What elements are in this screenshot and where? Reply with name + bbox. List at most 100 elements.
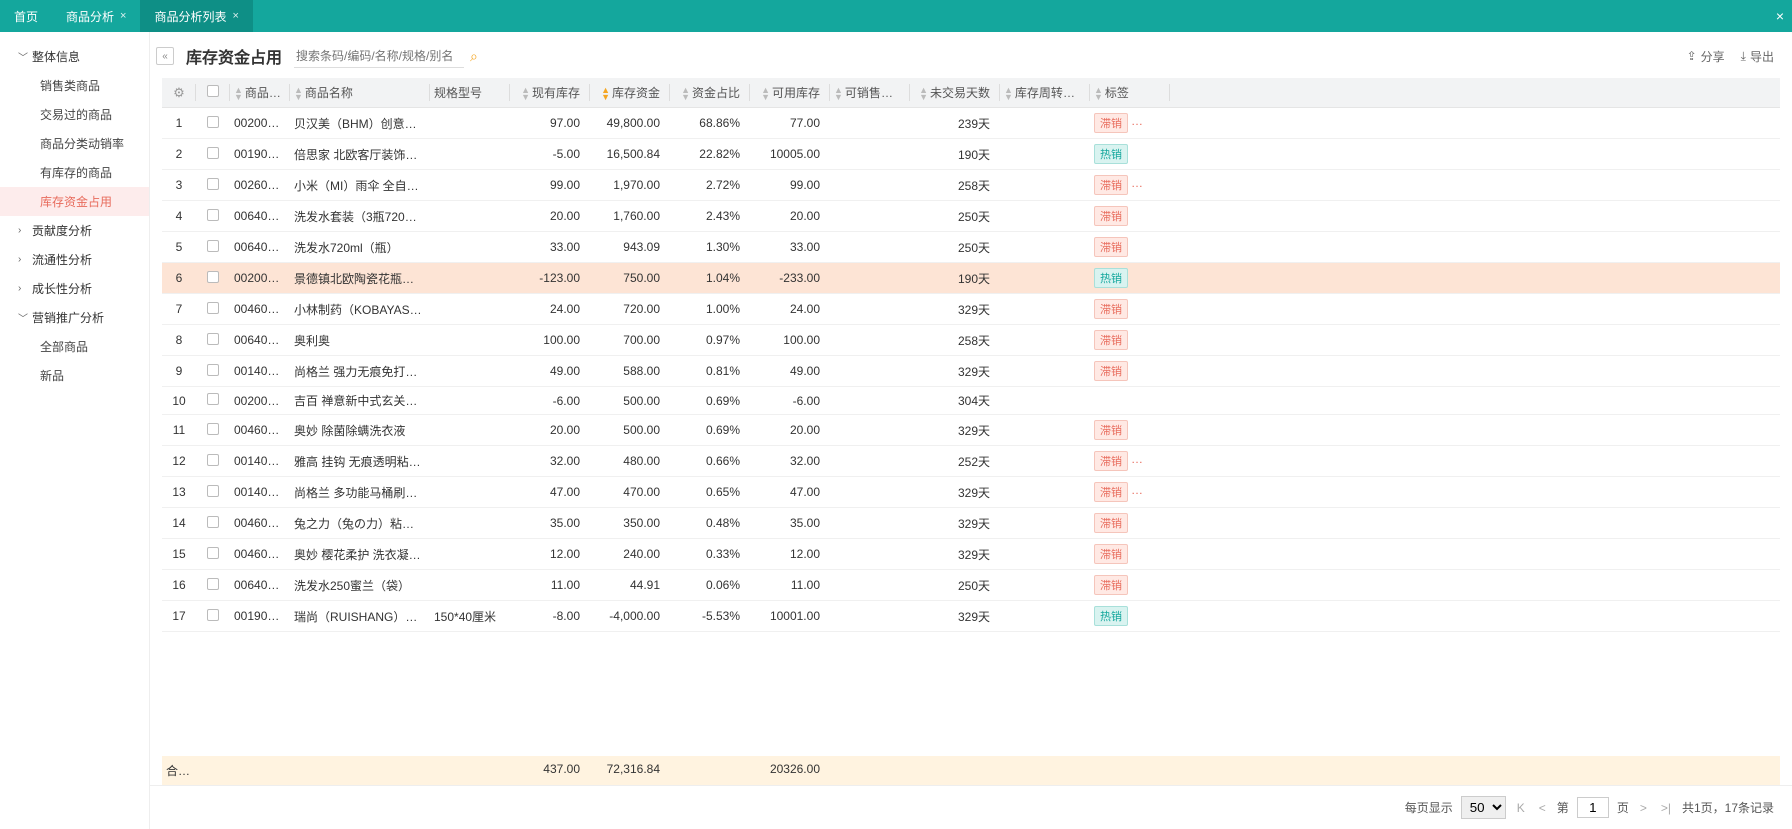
row-checkbox[interactable]	[207, 333, 219, 345]
page-input[interactable]	[1577, 797, 1609, 818]
top-tab[interactable]: 商品分析列表×	[140, 0, 252, 32]
cell-chk	[196, 539, 230, 570]
table-row[interactable]: 16006400…洗发水250蜜兰（袋）11.0044.910.06%11.00…	[162, 570, 1780, 601]
row-checkbox[interactable]	[207, 178, 219, 190]
table-row[interactable]: 4006400…洗发水套装（3瓶720ml+1…20.001,760.002.4…	[162, 201, 1780, 232]
cell-tags: 滞销热销	[1090, 446, 1170, 477]
total-cell-pct	[670, 762, 750, 779]
page-last[interactable]: >|	[1658, 801, 1674, 815]
row-checkbox[interactable]	[207, 393, 219, 405]
page-next[interactable]: >	[1637, 801, 1650, 815]
gear-icon[interactable]: ⚙	[173, 85, 185, 100]
cell-spec	[430, 201, 510, 232]
column-header-funds[interactable]: ▲▼库存资金	[590, 78, 670, 108]
cell-chk	[196, 325, 230, 356]
row-checkbox[interactable]	[207, 609, 219, 621]
table-row[interactable]: 11004600…奥妙 除菌除螨洗衣液20.00500.000.69%20.00…	[162, 415, 1780, 446]
column-header-stock[interactable]: ▲▼现有库存	[510, 78, 590, 108]
table-row[interactable]: 13001400…尚格兰 多功能马桶刷套装 马47.00470.000.65%4…	[162, 477, 1780, 508]
sidebar-item[interactable]: 销售类商品	[0, 71, 149, 100]
page-prev[interactable]: <	[1536, 801, 1549, 815]
row-checkbox[interactable]	[207, 454, 219, 466]
table-row[interactable]: 14004600…兔之力（兔の力）粘毛器粘35.00350.000.48%35.…	[162, 508, 1780, 539]
row-checkbox[interactable]	[207, 116, 219, 128]
close-all-tabs[interactable]: ×	[1776, 0, 1784, 32]
sidebar-item[interactable]: 交易过的商品	[0, 100, 149, 129]
select-all-checkbox[interactable]	[207, 85, 219, 97]
cell-spec	[430, 508, 510, 539]
sidebar-item[interactable]: 新品	[0, 361, 149, 390]
sort-icon: ▲▼	[761, 87, 770, 101]
row-checkbox[interactable]	[207, 485, 219, 497]
cell-notrx: 250天	[910, 232, 1000, 263]
row-checkbox[interactable]	[207, 240, 219, 252]
row-checkbox[interactable]	[207, 271, 219, 283]
row-checkbox[interactable]	[207, 147, 219, 159]
top-tab[interactable]: 商品分析×	[52, 0, 140, 32]
column-header-spec: 规格型号	[430, 78, 510, 108]
cell-days	[830, 415, 910, 446]
sidebar-item[interactable]: 商品分类动销率	[0, 129, 149, 158]
row-checkbox[interactable]	[207, 516, 219, 528]
table-row[interactable]: 17001900…瑞尚（RUISHANG）卧室沙150*40厘米-8.00-4,…	[162, 601, 1780, 632]
sidebar-group-title[interactable]: ›成长性分析	[0, 274, 149, 303]
close-tab-icon[interactable]: ×	[232, 10, 238, 22]
page-title: 库存资金占用	[186, 44, 282, 68]
tag: 滞销	[1094, 420, 1128, 440]
sidebar-group-title[interactable]: ›流通性分析	[0, 245, 149, 274]
total-cell-stock: 437.00	[510, 762, 590, 779]
row-checkbox[interactable]	[207, 547, 219, 559]
column-header-avail[interactable]: ▲▼可用库存	[750, 78, 830, 108]
cell-days	[830, 539, 910, 570]
sidebar-group-title[interactable]: ﹀整体信息	[0, 42, 149, 71]
row-checkbox[interactable]	[207, 302, 219, 314]
per-page-select[interactable]: 50	[1461, 796, 1506, 819]
column-header-pct[interactable]: ▲▼资金占比	[670, 78, 750, 108]
sidebar-group-title[interactable]: ﹀营销推广分析	[0, 303, 149, 332]
row-checkbox[interactable]	[207, 364, 219, 376]
column-header-notrx[interactable]: ▲▼未交易天数	[910, 78, 1000, 108]
column-header-code[interactable]: ▲▼商品…	[230, 78, 290, 108]
top-tab-bar: 首页商品分析×商品分析列表× ×	[0, 0, 1792, 32]
cell-turn	[1000, 387, 1090, 415]
tag: 热销	[1094, 606, 1128, 626]
column-header-name[interactable]: ▲▼商品名称	[290, 78, 430, 108]
cell-avail: 35.00	[750, 508, 830, 539]
column-header-turn[interactable]: ▲▼库存周转天数	[1000, 78, 1090, 108]
table-row[interactable]: 6002000…景德镇北欧陶瓷花瓶摆件 仿-123.00750.001.04%-…	[162, 263, 1780, 294]
table-row[interactable]: 7004600…小林制药（KOBAYASHI）日24.00720.001.00%…	[162, 294, 1780, 325]
sidebar-group-title[interactable]: ›贡献度分析	[0, 216, 149, 245]
search-icon[interactable]: ⌕	[470, 48, 478, 65]
cell-pad	[1170, 601, 1780, 632]
sidebar-item[interactable]: 有库存的商品	[0, 158, 149, 187]
export-button[interactable]: ⤓导出	[1741, 48, 1774, 65]
search-input[interactable]	[294, 45, 464, 68]
table-row[interactable]: 8006400…奥利奥100.00700.000.97%100.00258天滞销	[162, 325, 1780, 356]
top-tab[interactable]: 首页	[0, 0, 52, 32]
sidebar-item[interactable]: 库存资金占用	[0, 187, 149, 216]
tag: 滞销	[1094, 482, 1128, 502]
close-tab-icon[interactable]: ×	[120, 10, 126, 22]
collapse-sidebar-button[interactable]: «	[156, 47, 174, 65]
row-checkbox[interactable]	[207, 209, 219, 221]
row-checkbox[interactable]	[207, 423, 219, 435]
table-row[interactable]: 10002000…吉百 禅意新中式玄关摆件客-6.00500.000.69%-6…	[162, 387, 1780, 415]
column-header-tags[interactable]: ▲▼标签	[1090, 78, 1170, 108]
share-button[interactable]: ⇪分享	[1687, 48, 1725, 65]
page-first[interactable]: K	[1514, 801, 1528, 815]
table-row[interactable]: 15004600…奥妙 樱花柔护 洗衣凝珠 1012.00240.000.33%…	[162, 539, 1780, 570]
sidebar-item[interactable]: 全部商品	[0, 332, 149, 361]
table-row[interactable]: 5006400…洗发水720ml（瓶）33.00943.091.30%33.00…	[162, 232, 1780, 263]
table-row[interactable]: 9001400…尚格兰 强力无痕免打孔浴室49.00588.000.81%49.…	[162, 356, 1780, 387]
table-row[interactable]: 3002600…小米（MI）雨伞 全自动折叠99.001,970.002.72%…	[162, 170, 1780, 201]
table-row[interactable]: 2001900…倍思家 北欧客厅装饰画卧室-5.0016,500.8422.82…	[162, 139, 1780, 170]
cell-notrx: 258天	[910, 170, 1000, 201]
cell-notrx: 252天	[910, 446, 1000, 477]
cell-notrx: 329天	[910, 539, 1000, 570]
row-checkbox[interactable]	[207, 578, 219, 590]
table-row[interactable]: 12001400…雅高 挂钩 无痕透明粘钩 强32.00480.000.66%3…	[162, 446, 1780, 477]
cell-turn	[1000, 601, 1090, 632]
table-row[interactable]: 1002000…贝汉美（BHM）创意北欧风97.0049,800.0068.86…	[162, 108, 1780, 139]
column-header-days[interactable]: ▲▼可销售天数	[830, 78, 910, 108]
cell-code: 004600…	[230, 415, 290, 446]
